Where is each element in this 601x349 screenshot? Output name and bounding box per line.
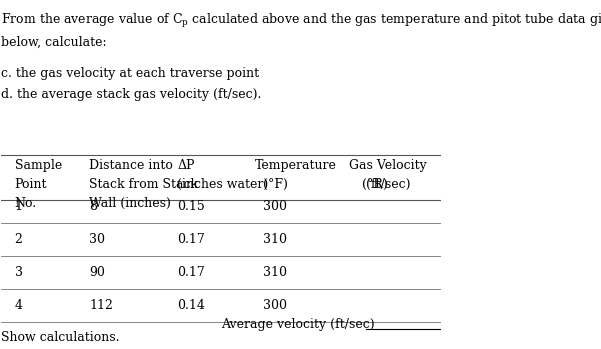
Text: 310: 310 [263,233,287,246]
Text: Point: Point [14,178,47,191]
Text: 0.15: 0.15 [177,200,205,214]
Text: 1: 1 [14,200,23,214]
Text: 4: 4 [14,299,23,312]
Text: Sample: Sample [14,159,62,172]
Text: 300: 300 [263,299,287,312]
Text: below, calculate:: below, calculate: [1,36,107,49]
Text: c. the gas velocity at each traverse point: c. the gas velocity at each traverse poi… [1,67,260,80]
Text: 300: 300 [263,200,287,214]
Text: Stack from Stack: Stack from Stack [90,178,198,191]
Text: d. the average stack gas velocity (ft/sec).: d. the average stack gas velocity (ft/se… [1,88,262,101]
Text: 30: 30 [90,233,105,246]
Text: Show calculations.: Show calculations. [1,331,120,344]
Text: Average velocity (ft/sec): Average velocity (ft/sec) [221,318,375,331]
Text: 310: 310 [263,266,287,279]
Text: (ft/sec): (ft/sec) [366,178,410,191]
Text: (°R): (°R) [362,178,388,191]
Text: No.: No. [14,197,37,210]
Text: From the average value of $\mathregular{C_p}$ calculated above and the gas tempe: From the average value of $\mathregular{… [1,12,601,30]
Text: ΔP: ΔP [177,159,195,172]
Text: 112: 112 [90,299,113,312]
Text: 3: 3 [14,266,23,279]
Text: 0.17: 0.17 [177,233,205,246]
Text: (°F): (°F) [263,178,288,191]
Text: 0.17: 0.17 [177,266,205,279]
Text: Wall (inches): Wall (inches) [90,197,171,210]
Text: 8: 8 [90,200,97,214]
Text: 0.14: 0.14 [177,299,205,312]
Text: Distance into: Distance into [90,159,173,172]
Text: Gas Velocity: Gas Velocity [349,159,427,172]
Text: (inches water): (inches water) [177,178,269,191]
Text: Temperature: Temperature [255,159,337,172]
Text: 2: 2 [14,233,22,246]
Text: 90: 90 [90,266,105,279]
